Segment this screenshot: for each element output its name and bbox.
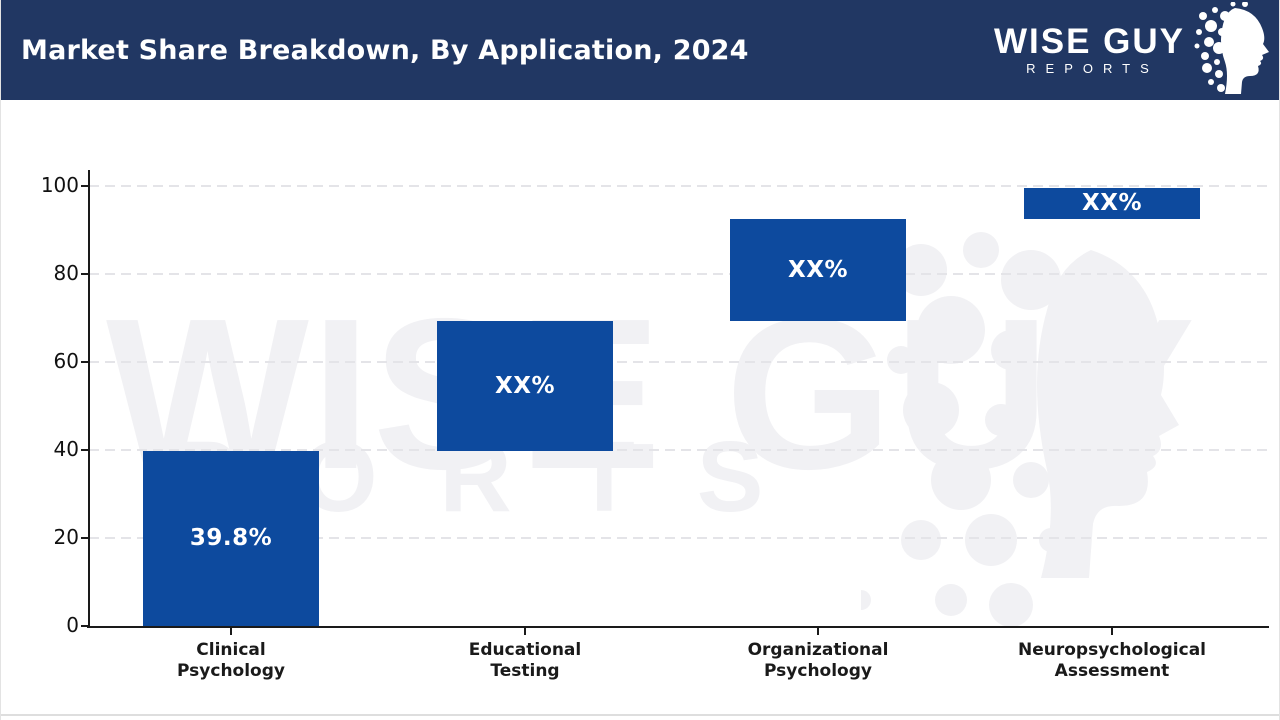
gridline: [89, 185, 1269, 187]
bar-educational: XX%: [437, 321, 613, 451]
y-tick-label: 100: [40, 173, 79, 197]
chart-area: WISE GUY PORTS 0 20 40 60 80 100 39.8% Clinical…: [1, 100, 1279, 716]
gridline: [89, 449, 1269, 451]
bar-value-label: XX%: [494, 372, 555, 399]
category-label: Organizational Psychology: [747, 640, 889, 681]
y-tick-mark: [81, 361, 89, 363]
y-tick-mark: [81, 537, 89, 539]
y-tick-mark: [81, 449, 89, 451]
chart-title: Market Share Breakdown, By Application, …: [21, 34, 749, 66]
y-tick-mark: [81, 625, 89, 627]
x-axis: [87, 626, 1269, 628]
gridline: [89, 273, 1269, 275]
watermark-head-icon: [861, 232, 1179, 627]
gridline: [89, 361, 1269, 363]
x-tick-mark: [230, 628, 232, 635]
bar-value-label: 39.8%: [189, 525, 273, 552]
brand-head-icon: [1194, 2, 1269, 94]
bar-organizational: XX%: [730, 219, 906, 322]
y-tick-label: 80: [53, 261, 79, 285]
y-tick-mark: [81, 185, 89, 187]
bottom-border: [1, 714, 1279, 716]
bar-neuropsychological: XX%: [1024, 187, 1200, 219]
category-label: Clinical Psychology: [177, 640, 285, 681]
bar-value-label: XX%: [1081, 190, 1142, 217]
x-tick-mark: [1111, 628, 1113, 635]
bar-value-label: XX%: [787, 257, 848, 284]
y-tick-mark: [81, 273, 89, 275]
brand-subtitle: REPORTS: [1026, 60, 1159, 76]
y-tick-label: 60: [53, 349, 79, 373]
y-tick-label: 0: [66, 613, 79, 637]
category-label: Neuropsychological Assessment: [1017, 640, 1207, 681]
category-label: Educational Testing: [468, 640, 582, 681]
gridline: [89, 537, 1269, 539]
brand-text: WISE GUY REPORTS: [993, 21, 1185, 76]
header-bar: Market Share Breakdown, By Application, …: [1, 0, 1279, 100]
y-axis: [88, 170, 90, 627]
bar-clinical: 39.8%: [143, 450, 319, 626]
brand-name: WISE GUY: [993, 21, 1185, 61]
y-tick-label: 40: [53, 437, 79, 461]
x-tick-mark: [817, 628, 819, 635]
y-tick-label: 20: [53, 525, 79, 549]
brand-logo: WISE GUY REPORTS: [994, 2, 1273, 98]
x-tick-mark: [524, 628, 526, 635]
